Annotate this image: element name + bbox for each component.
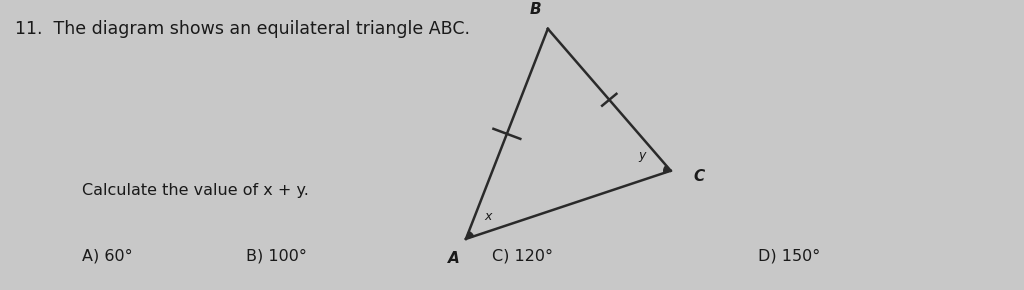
- Text: A) 60°: A) 60°: [82, 249, 132, 263]
- Text: B: B: [529, 2, 542, 17]
- Text: B) 100°: B) 100°: [246, 249, 306, 263]
- Text: 11.  The diagram shows an equilateral triangle ABC.: 11. The diagram shows an equilateral tri…: [15, 20, 470, 38]
- Text: D) 150°: D) 150°: [758, 249, 820, 263]
- Text: C: C: [693, 169, 705, 184]
- Text: A: A: [447, 251, 460, 266]
- Polygon shape: [664, 166, 671, 173]
- Polygon shape: [466, 232, 473, 239]
- Text: x: x: [484, 210, 493, 223]
- Text: C) 120°: C) 120°: [492, 249, 553, 263]
- Text: Calculate the value of x + y.: Calculate the value of x + y.: [82, 183, 309, 198]
- Text: y: y: [638, 149, 646, 162]
